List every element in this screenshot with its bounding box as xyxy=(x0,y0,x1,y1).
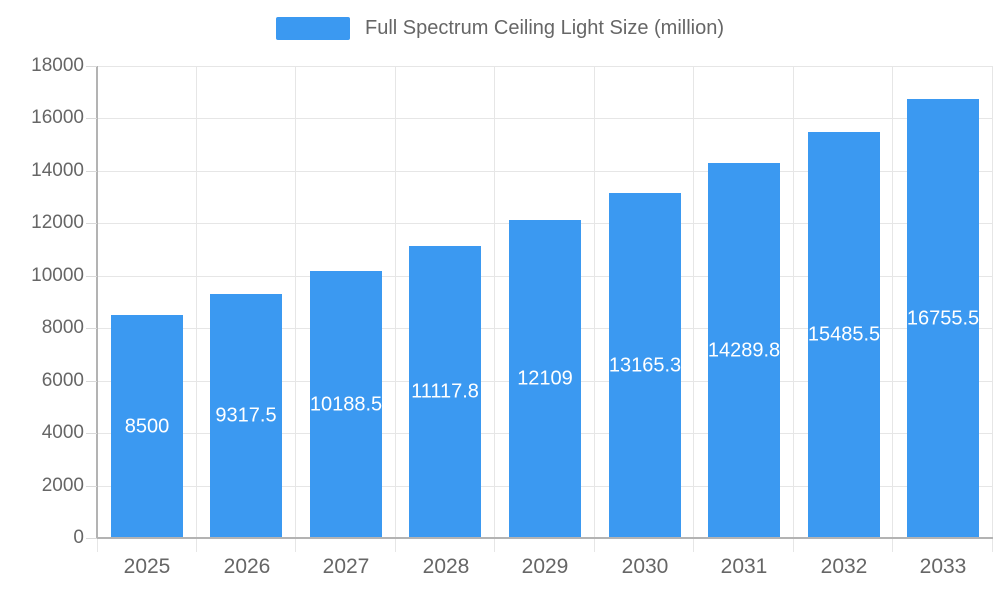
bar-value-label: 12109 xyxy=(517,367,573,390)
y-axis-label: 2000 xyxy=(41,475,84,496)
bar-value-label: 13165.3 xyxy=(609,354,681,376)
y-tick xyxy=(86,538,97,539)
y-axis-line xyxy=(96,66,98,538)
y-axis-label: 4000 xyxy=(41,422,84,443)
y-axis-label: 14000 xyxy=(31,160,84,181)
x-axis-label: 2028 xyxy=(422,555,470,578)
y-tick xyxy=(86,118,97,119)
x-tick xyxy=(97,538,98,552)
y-axis-label: 12000 xyxy=(31,212,84,233)
x-axis-label: 2026 xyxy=(223,555,271,578)
y-tick xyxy=(86,223,97,224)
x-axis-label: 2029 xyxy=(521,555,569,578)
v-gridline xyxy=(992,66,993,552)
x-axis-label: 2025 xyxy=(123,555,171,578)
v-gridline xyxy=(793,66,794,552)
bar-value-label: 8500 xyxy=(124,415,170,437)
bar-value-label: 9317.5 xyxy=(215,404,277,427)
h-gridline xyxy=(97,171,993,172)
y-tick xyxy=(86,486,97,487)
bar-2027: 10188.5 xyxy=(310,271,382,538)
bar-2026: 9317.5 xyxy=(210,294,282,538)
x-axis-label: 2031 xyxy=(720,555,768,578)
x-axis-line xyxy=(96,537,993,539)
y-axis-label: 6000 xyxy=(41,370,84,391)
bar-2032: 15485.5 xyxy=(808,132,880,538)
bar-2030: 13165.3 xyxy=(609,193,681,538)
legend-label: Full Spectrum Ceiling Light Size (millio… xyxy=(364,17,724,39)
y-tick xyxy=(86,171,97,172)
v-gridline xyxy=(693,66,694,552)
h-gridline xyxy=(97,66,993,67)
v-gridline xyxy=(594,66,595,552)
v-gridline xyxy=(892,66,893,552)
bar-2029: 12109 xyxy=(509,220,581,538)
y-axis-label: 8000 xyxy=(41,317,84,338)
legend-swatch xyxy=(275,17,350,40)
v-gridline xyxy=(395,66,396,552)
h-gridline xyxy=(97,118,993,119)
bar-2033: 16755.5 xyxy=(907,99,979,538)
y-tick xyxy=(86,433,97,434)
bar-value-label: 15485.5 xyxy=(808,323,880,346)
y-tick xyxy=(86,328,97,329)
v-gridline xyxy=(494,66,495,552)
x-axis-label: 2032 xyxy=(820,555,868,578)
bar-value-label: 14289.8 xyxy=(708,339,780,361)
y-axis-label: 0 xyxy=(73,527,84,548)
bar-value-label: 16755.5 xyxy=(907,307,979,329)
x-axis-label: 2033 xyxy=(919,555,967,578)
x-axis-label: 2030 xyxy=(621,555,669,578)
bar-value-label: 10188.5 xyxy=(310,393,382,415)
v-gridline xyxy=(196,66,197,552)
y-axis-label: 18000 xyxy=(31,55,84,76)
bar-2031: 14289.8 xyxy=(708,163,780,538)
plot-area: 8500 9317.5 10188.5 11117.8 12109 13165.3 1428… xyxy=(97,66,993,552)
y-axis-label: 16000 xyxy=(31,107,84,128)
y-tick xyxy=(86,66,97,67)
bar-value-label: 11117.8 xyxy=(411,380,479,403)
x-axis-label: 2027 xyxy=(322,555,370,578)
y-tick xyxy=(86,276,97,277)
bar-2025: 8500 xyxy=(111,315,183,538)
v-gridline xyxy=(295,66,296,552)
y-tick xyxy=(86,381,97,382)
bar-2028: 11117.8 xyxy=(409,246,481,538)
legend-item[interactable]: Full Spectrum Ceiling Light Size (millio… xyxy=(0,17,1000,40)
y-axis-label: 10000 xyxy=(31,265,84,286)
